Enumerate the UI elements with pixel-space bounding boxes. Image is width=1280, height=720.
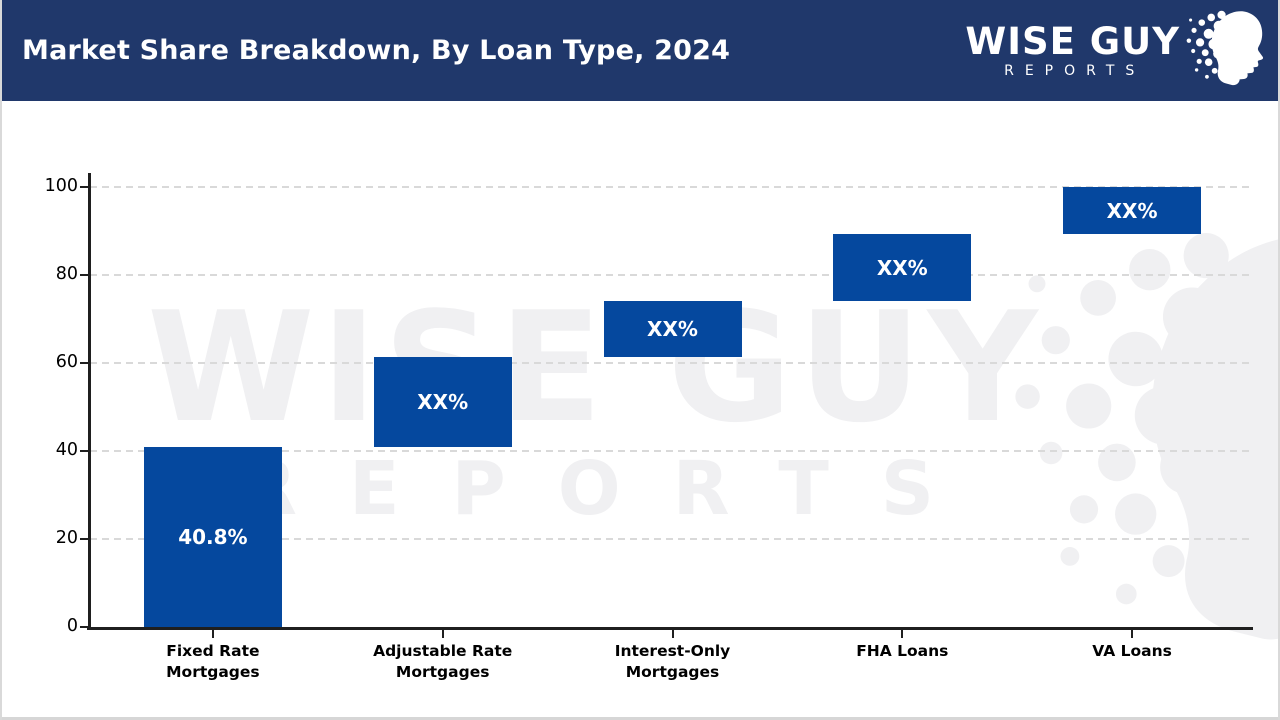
y-tick-mark bbox=[80, 626, 88, 628]
x-category-label: Adjustable Rate Mortgages bbox=[373, 642, 513, 681]
bar-value-label: 40.8% bbox=[178, 525, 248, 550]
y-axis-line bbox=[88, 173, 91, 630]
gridline-80 bbox=[90, 274, 1253, 276]
logo-subtitle: REPORTS bbox=[1004, 63, 1146, 79]
waterfall-bar-interest-only-mortgages: XX% bbox=[603, 300, 742, 358]
watermark-face-icon bbox=[1015, 233, 1278, 640]
x-category-label: Interest-Only Mortgages bbox=[614, 642, 731, 681]
y-tick-label: 80 bbox=[55, 264, 78, 284]
x-tick-mark bbox=[211, 630, 214, 638]
bar-value-label: XX% bbox=[1106, 198, 1158, 223]
x-axis-line bbox=[87, 627, 1253, 630]
y-tick-mark bbox=[80, 362, 88, 364]
bar-value-label: XX% bbox=[876, 255, 928, 280]
gridline-40 bbox=[90, 450, 1253, 452]
bar-value-label: XX% bbox=[647, 317, 698, 342]
bar-value-label: XX% bbox=[417, 390, 469, 415]
brand-logo: WISE GUY REPORTS bbox=[965, 8, 1268, 94]
brand-logo-text: WISE GUY REPORTS bbox=[965, 23, 1180, 78]
y-tick-mark bbox=[80, 274, 88, 276]
gridline-20 bbox=[90, 538, 1253, 540]
x-tick-mark bbox=[441, 630, 444, 638]
watermark-subtitle: REPORTS bbox=[240, 446, 987, 532]
x-category-label: FHA Loans bbox=[856, 642, 949, 660]
gridline-60 bbox=[90, 362, 1253, 364]
y-tick-mark bbox=[80, 186, 88, 188]
waterfall-bar-va-loans: XX% bbox=[1063, 187, 1202, 235]
y-tick-label: 20 bbox=[55, 528, 78, 548]
x-tick-mark bbox=[671, 630, 674, 638]
gridline-100 bbox=[90, 186, 1253, 188]
x-tick-mark bbox=[901, 630, 904, 638]
y-tick-label: 0 bbox=[66, 616, 78, 636]
x-category-label: VA Loans bbox=[1092, 642, 1172, 660]
waterfall-bar-fixed-rate-mortgages: 40.8% bbox=[143, 447, 282, 627]
header-bar: Market Share Breakdown, By Loan Type, 20… bbox=[2, 0, 1278, 101]
y-tick-label: 40 bbox=[55, 440, 78, 460]
x-category-label: Fixed Rate Mortgages bbox=[166, 642, 260, 681]
y-tick-label: 60 bbox=[55, 352, 78, 372]
watermark-wordmark: WISE GUY bbox=[147, 279, 1044, 456]
chart-title: Market Share Breakdown, By Loan Type, 20… bbox=[22, 35, 731, 66]
logo-face-icon bbox=[1186, 10, 1264, 85]
y-tick-label: 100 bbox=[44, 176, 78, 196]
waterfall-bar-fha-loans: XX% bbox=[833, 234, 972, 301]
x-tick-mark bbox=[1131, 630, 1134, 638]
bottom-border bbox=[2, 717, 1278, 720]
y-tick-mark bbox=[80, 538, 88, 540]
y-tick-mark bbox=[80, 450, 88, 452]
waterfall-bar-adjustable-rate-mortgages: XX% bbox=[373, 357, 512, 448]
logo-wordmark: WISE GUY bbox=[965, 20, 1180, 63]
